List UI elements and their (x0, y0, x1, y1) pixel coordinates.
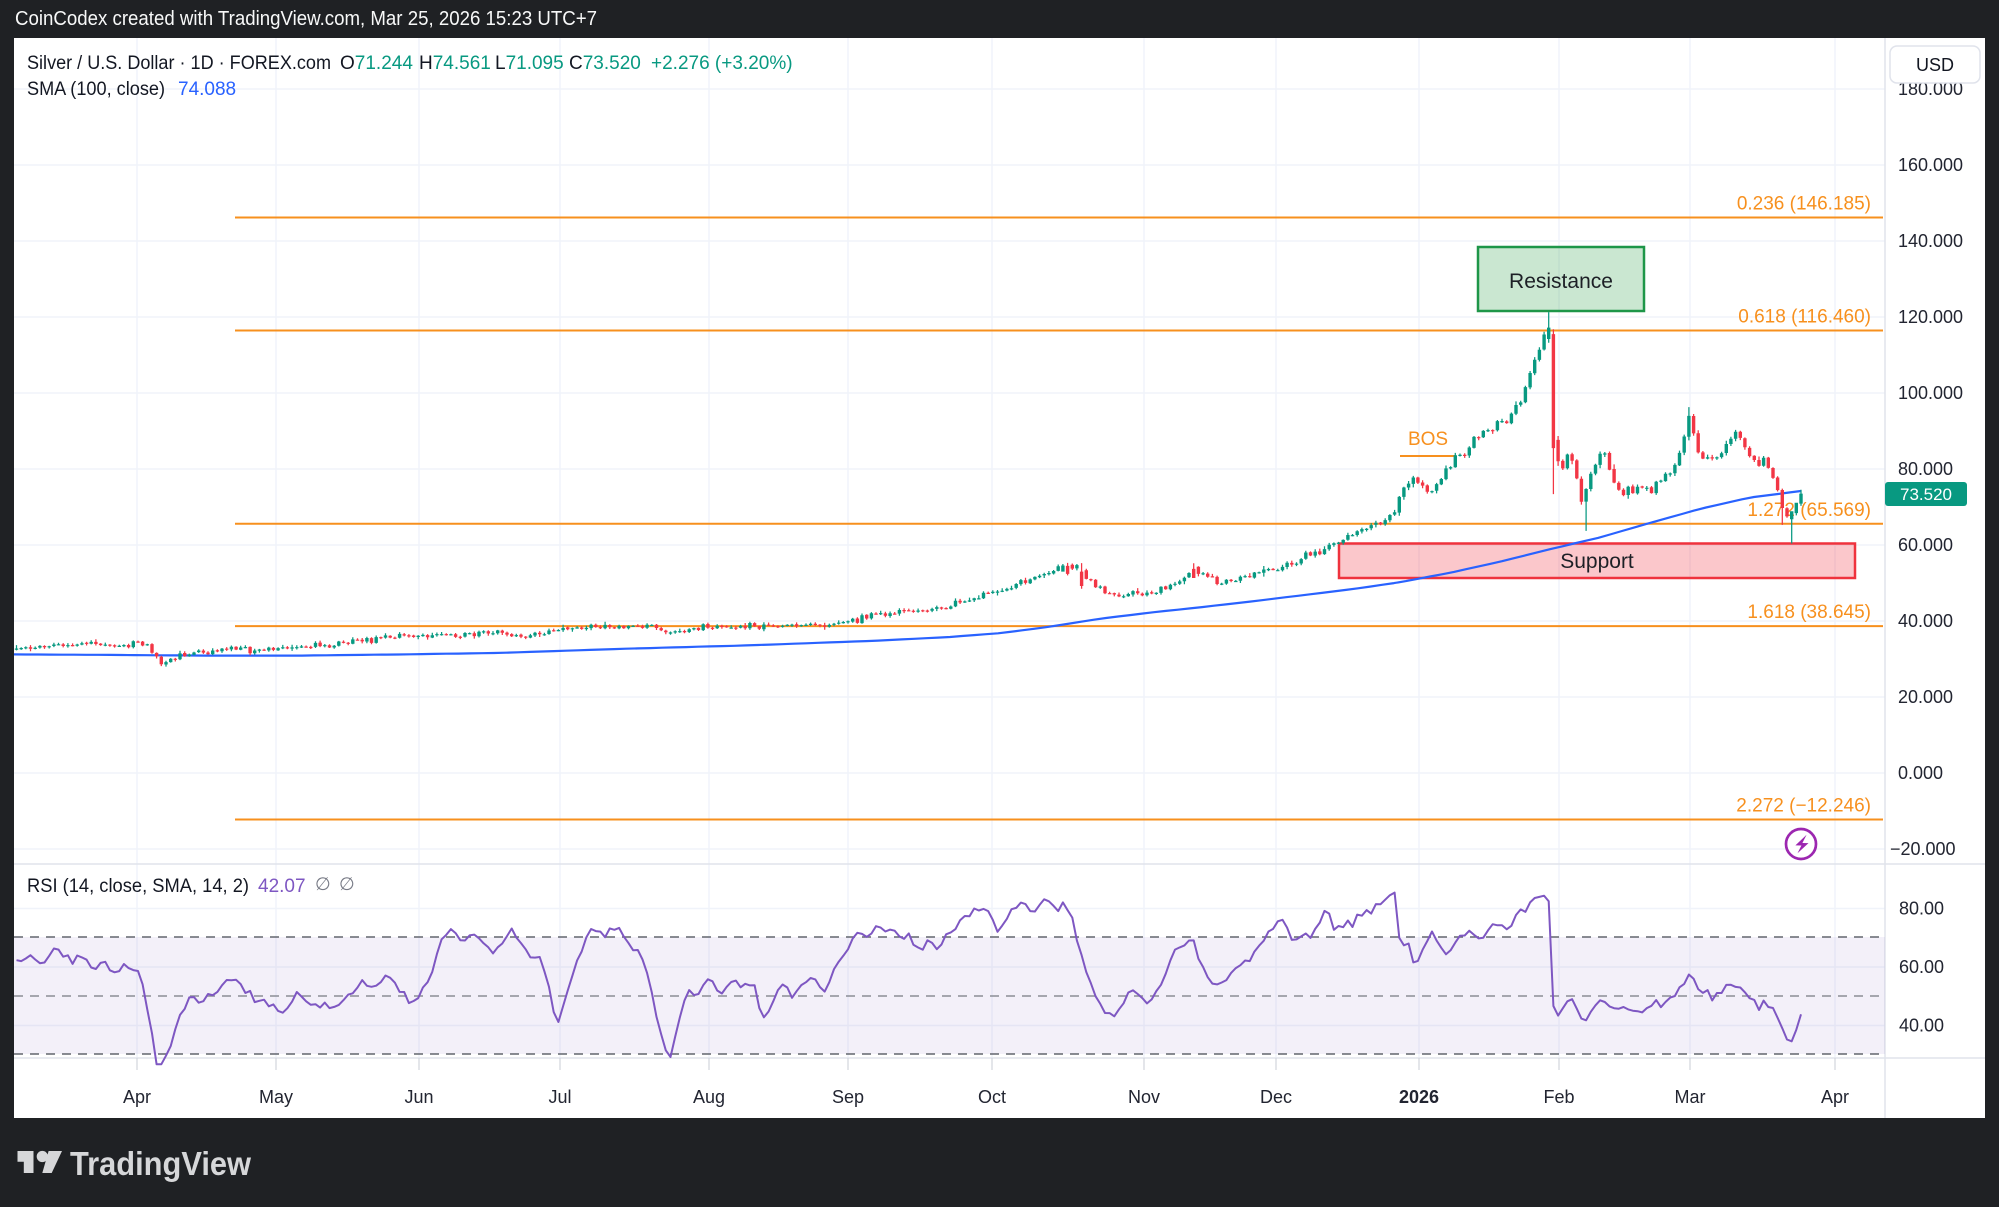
svg-text:60.00: 60.00 (1899, 957, 1944, 977)
svg-text:42.07: 42.07 (258, 876, 306, 897)
svg-text:73.520: 73.520 (1900, 485, 1952, 504)
svg-text:Apr: Apr (1821, 1087, 1849, 1107)
svg-text:Silver / U.S. Dollar · 1D · FO: Silver / U.S. Dollar · 1D · FOREX.com (27, 53, 331, 74)
svg-text:40.00: 40.00 (1899, 1016, 1944, 1036)
svg-text:0.000: 0.000 (1898, 763, 1943, 783)
svg-text:USD: USD (1916, 55, 1954, 75)
svg-text:Aug: Aug (693, 1087, 725, 1107)
svg-text:TradingView: TradingView (70, 1145, 251, 1182)
svg-text:74.088: 74.088 (178, 79, 236, 100)
svg-text:+2.276 (+3.20%): +2.276 (+3.20%) (651, 53, 793, 74)
svg-text:180.000: 180.000 (1898, 79, 1963, 99)
svg-text:Support: Support (1560, 550, 1634, 573)
svg-text:120.000: 120.000 (1898, 307, 1963, 327)
svg-text:O71.244: O71.244 (340, 53, 413, 74)
svg-text:Oct: Oct (978, 1087, 1006, 1107)
svg-text:CoinCodex created with Trading: CoinCodex created with TradingView.com, … (15, 8, 597, 30)
svg-text:H74.561: H74.561 (419, 53, 491, 74)
svg-text:May: May (259, 1087, 293, 1107)
svg-text:Feb: Feb (1543, 1087, 1574, 1107)
svg-text:RSI (14, close, SMA, 14, 2): RSI (14, close, SMA, 14, 2) (27, 876, 249, 897)
svg-text:140.000: 140.000 (1898, 231, 1963, 251)
svg-text:Mar: Mar (1675, 1087, 1706, 1107)
svg-text:2.272 (−12.246): 2.272 (−12.246) (1736, 796, 1871, 817)
svg-text:0.236 (146.185): 0.236 (146.185) (1737, 194, 1871, 215)
svg-text:SMA (100, close): SMA (100, close) (27, 79, 165, 100)
svg-text:60.000: 60.000 (1898, 535, 1953, 555)
svg-text:20.000: 20.000 (1898, 687, 1953, 707)
svg-text:2026: 2026 (1399, 1087, 1439, 1107)
svg-text:1.272 (65.569): 1.272 (65.569) (1747, 500, 1871, 521)
svg-text:Sep: Sep (832, 1087, 864, 1107)
svg-text:80.000: 80.000 (1898, 459, 1953, 479)
svg-text:80.00: 80.00 (1899, 899, 1944, 919)
svg-text:100.000: 100.000 (1898, 383, 1963, 403)
svg-text:0.618 (116.460): 0.618 (116.460) (1738, 307, 1871, 328)
svg-text:1.618 (38.645): 1.618 (38.645) (1747, 602, 1871, 623)
svg-text:C73.520: C73.520 (569, 53, 641, 74)
svg-text:160.000: 160.000 (1898, 155, 1963, 175)
svg-text:40.000: 40.000 (1898, 611, 1953, 631)
svg-text:Apr: Apr (123, 1087, 151, 1107)
svg-text:L71.095: L71.095 (495, 53, 564, 74)
svg-text:∅: ∅ (339, 874, 355, 894)
svg-text:Nov: Nov (1128, 1087, 1160, 1107)
svg-text:−20.000: −20.000 (1890, 839, 1956, 859)
svg-text:∅: ∅ (315, 874, 331, 894)
svg-text:Resistance: Resistance (1509, 270, 1613, 293)
svg-text:Jun: Jun (404, 1087, 433, 1107)
svg-text:BOS: BOS (1408, 429, 1448, 450)
svg-text:Dec: Dec (1260, 1087, 1292, 1107)
svg-text:Jul: Jul (548, 1087, 571, 1107)
